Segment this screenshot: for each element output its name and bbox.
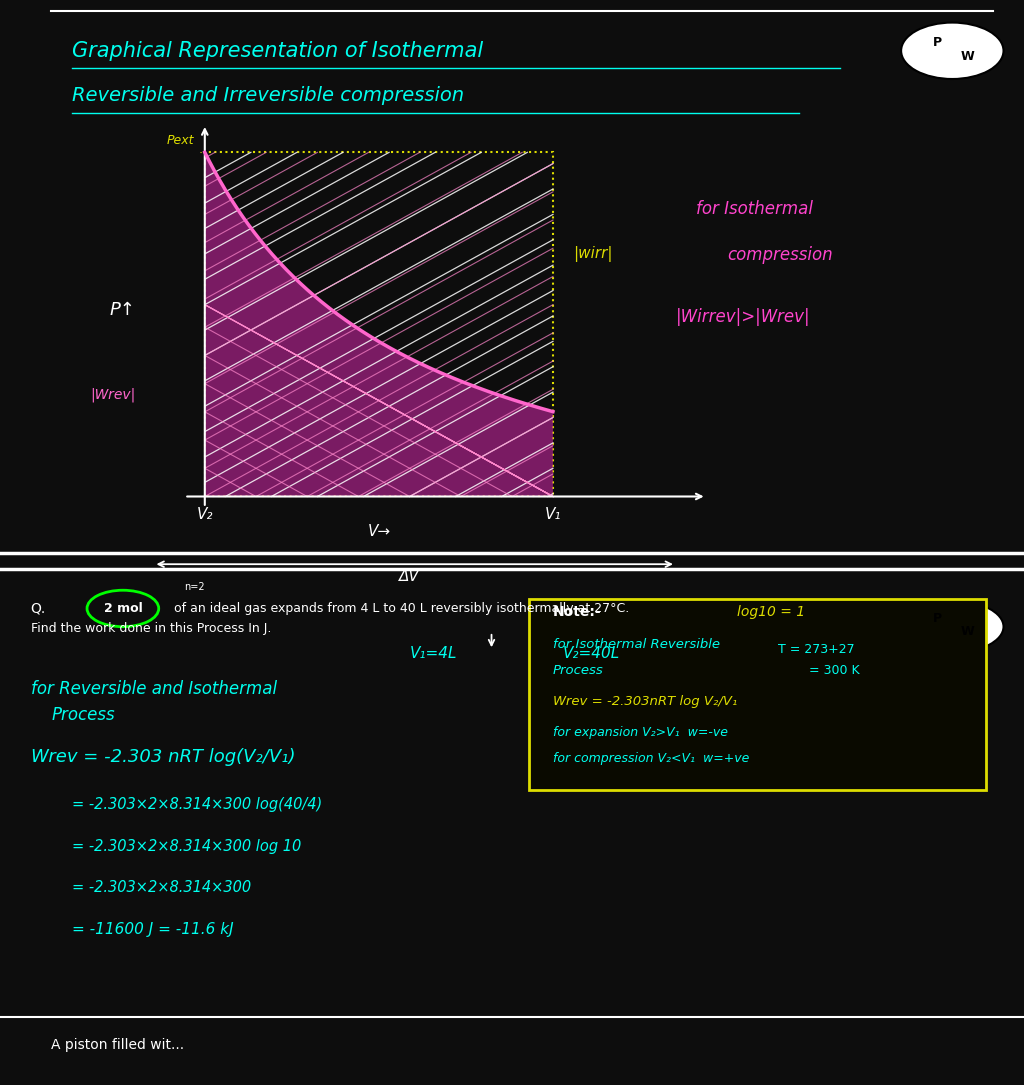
Circle shape <box>901 23 1004 79</box>
Text: 2 mol: 2 mol <box>103 602 142 615</box>
Text: = 300 K: = 300 K <box>809 664 859 677</box>
Text: log10 = 1: log10 = 1 <box>737 605 806 620</box>
Text: V→: V→ <box>368 524 390 539</box>
Polygon shape <box>205 152 553 497</box>
Text: T = 273+27: T = 273+27 <box>778 642 855 655</box>
Text: for Isothermal: for Isothermal <box>696 201 813 218</box>
Text: V₂: V₂ <box>197 507 213 522</box>
Text: Wrev = -2.303 nRT log(V₂/V₁): Wrev = -2.303 nRT log(V₂/V₁) <box>31 748 295 766</box>
Text: for Isothermal Reversible: for Isothermal Reversible <box>553 638 720 651</box>
Text: n=2: n=2 <box>184 583 205 592</box>
Text: for Reversible and Isothermal: for Reversible and Isothermal <box>31 680 276 699</box>
Text: |wirr|: |wirr| <box>573 246 613 261</box>
Text: P: P <box>933 36 941 49</box>
Text: Wrev = -2.303nRT log V₂/V₁: Wrev = -2.303nRT log V₂/V₁ <box>553 694 737 707</box>
Text: V₂=40L: V₂=40L <box>563 646 621 661</box>
Text: Reversible and Irreversible compression: Reversible and Irreversible compression <box>72 87 464 105</box>
Text: P↑: P↑ <box>110 302 136 319</box>
Text: V₁: V₁ <box>545 507 561 522</box>
Text: P: P <box>933 612 941 625</box>
Text: Pext: Pext <box>167 133 195 146</box>
Text: Note:-: Note:- <box>553 605 601 620</box>
Text: W: W <box>961 625 975 638</box>
Text: A piston filled wit...: A piston filled wit... <box>51 1037 184 1051</box>
Text: |Wirrev|>|Wrev|: |Wirrev|>|Wrev| <box>676 307 810 325</box>
Text: |Wrev|: |Wrev| <box>90 387 135 403</box>
Text: Q.: Q. <box>31 601 46 615</box>
Text: Graphical Representation of Isothermal: Graphical Representation of Isothermal <box>72 41 482 61</box>
Text: W: W <box>961 50 975 63</box>
Text: Process: Process <box>553 664 604 677</box>
Text: = -2.303×2×8.314×300 log(40/4): = -2.303×2×8.314×300 log(40/4) <box>72 797 322 812</box>
Text: = -2.303×2×8.314×300 log 10: = -2.303×2×8.314×300 log 10 <box>72 839 301 854</box>
Text: of an ideal gas expands from 4 L to 40 L reversibly isothermally at 27°C.: of an ideal gas expands from 4 L to 40 L… <box>174 602 630 615</box>
Text: Process: Process <box>51 706 115 725</box>
Text: Find the work done in this Process In J.: Find the work done in this Process In J. <box>31 622 271 635</box>
Circle shape <box>901 601 1004 653</box>
Text: = -2.303×2×8.314×300: = -2.303×2×8.314×300 <box>72 880 251 895</box>
Text: V₁=4L: V₁=4L <box>410 646 457 661</box>
Text: for compression V₂<V₁  w=+ve: for compression V₂<V₁ w=+ve <box>553 752 750 765</box>
Text: = -11600 J = -11.6 kJ: = -11600 J = -11.6 kJ <box>72 922 233 937</box>
Text: for expansion V₂>V₁  w=-ve: for expansion V₂>V₁ w=-ve <box>553 726 728 739</box>
Text: compression: compression <box>727 245 833 264</box>
FancyBboxPatch shape <box>529 599 986 790</box>
Text: ΔV: ΔV <box>399 570 420 584</box>
